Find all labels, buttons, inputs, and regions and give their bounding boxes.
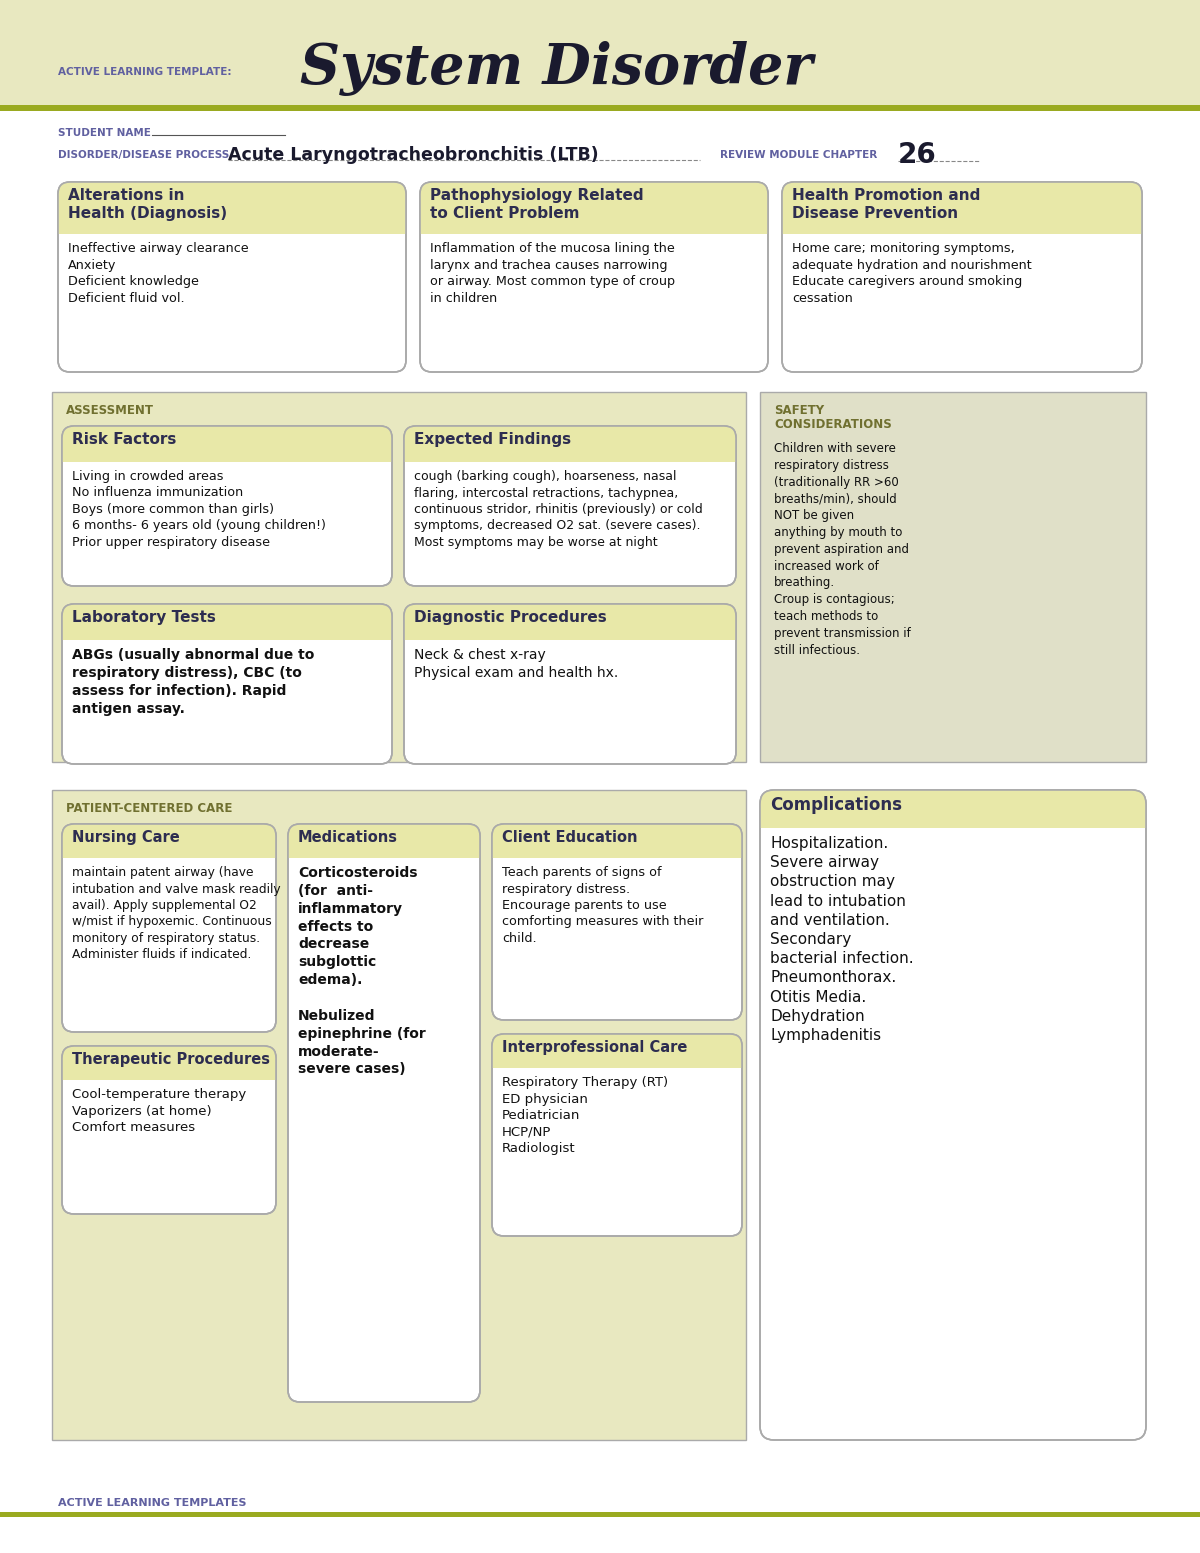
Text: Nursing Care: Nursing Care xyxy=(72,829,180,845)
Text: REVIEW MODULE CHAPTER: REVIEW MODULE CHAPTER xyxy=(720,151,877,160)
Text: Living in crowded areas
No influenza immunization
Boys (more common than girls)
: Living in crowded areas No influenza imm… xyxy=(72,471,326,550)
FancyBboxPatch shape xyxy=(404,426,736,461)
FancyBboxPatch shape xyxy=(62,426,392,585)
FancyBboxPatch shape xyxy=(288,825,480,857)
Bar xyxy=(52,391,746,763)
Bar xyxy=(62,623,392,640)
Bar xyxy=(62,1062,276,1079)
Text: ASSESSMENT: ASSESSMENT xyxy=(66,404,154,416)
Text: System Disorder: System Disorder xyxy=(300,40,812,95)
Text: Client Education: Client Education xyxy=(502,829,637,845)
FancyBboxPatch shape xyxy=(404,604,736,764)
Bar xyxy=(760,391,1146,763)
Text: cough (barking cough), hoarseness, nasal
flaring, intercostal retractions, tachy: cough (barking cough), hoarseness, nasal… xyxy=(414,471,703,550)
Text: Corticosteroids
(for  anti-
inflammatory
effects to
decrease
subglottic
edema).
: Corticosteroids (for anti- inflammatory … xyxy=(298,867,426,1076)
Text: Inflammation of the mucosa lining the
larynx and trachea causes narrowing
or air: Inflammation of the mucosa lining the la… xyxy=(430,242,676,304)
Bar xyxy=(288,842,480,857)
FancyBboxPatch shape xyxy=(492,1034,742,1068)
FancyBboxPatch shape xyxy=(62,604,392,640)
Text: Ineffective airway clearance
Anxiety
Deficient knowledge
Deficient fluid vol.: Ineffective airway clearance Anxiety Def… xyxy=(68,242,248,304)
FancyBboxPatch shape xyxy=(760,790,1146,828)
Text: 26: 26 xyxy=(898,141,937,169)
FancyBboxPatch shape xyxy=(760,790,1146,1440)
FancyBboxPatch shape xyxy=(492,1034,742,1236)
FancyBboxPatch shape xyxy=(62,1047,276,1079)
Bar xyxy=(404,623,736,640)
Bar xyxy=(404,444,736,461)
Text: DISORDER/DISEASE PROCESS: DISORDER/DISEASE PROCESS xyxy=(58,151,229,160)
Text: Teach parents of signs of
respiratory distress.
Encourage parents to use
comfort: Teach parents of signs of respiratory di… xyxy=(502,867,703,944)
Text: Cool-temperature therapy
Vaporizers (at home)
Comfort measures: Cool-temperature therapy Vaporizers (at … xyxy=(72,1089,246,1134)
Text: Complications: Complications xyxy=(770,797,902,814)
Bar xyxy=(760,809,1146,828)
FancyBboxPatch shape xyxy=(62,825,276,857)
FancyBboxPatch shape xyxy=(420,182,768,235)
FancyBboxPatch shape xyxy=(404,604,736,640)
Text: Acute Laryngotracheobronchitis (LTB): Acute Laryngotracheobronchitis (LTB) xyxy=(228,146,599,165)
Text: Therapeutic Procedures: Therapeutic Procedures xyxy=(72,1051,270,1067)
FancyBboxPatch shape xyxy=(492,825,742,857)
FancyBboxPatch shape xyxy=(62,604,392,764)
Bar xyxy=(492,842,742,857)
Text: Alterations in
Health (Diagnosis): Alterations in Health (Diagnosis) xyxy=(68,188,227,221)
Text: PATIENT-CENTERED CARE: PATIENT-CENTERED CARE xyxy=(66,801,233,814)
Text: ACTIVE LEARNING TEMPLATES: ACTIVE LEARNING TEMPLATES xyxy=(58,1499,246,1508)
Text: ABGs (usually abnormal due to
respiratory distress), CBC (to
assess for infectio: ABGs (usually abnormal due to respirator… xyxy=(72,648,314,716)
FancyBboxPatch shape xyxy=(62,426,392,461)
Text: Health Promotion and
Disease Prevention: Health Promotion and Disease Prevention xyxy=(792,188,980,221)
FancyBboxPatch shape xyxy=(62,1047,276,1214)
Text: Neck & chest x-ray
Physical exam and health hx.: Neck & chest x-ray Physical exam and hea… xyxy=(414,648,618,680)
Text: Home care; monitoring symptoms,
adequate hydration and nourishment
Educate careg: Home care; monitoring symptoms, adequate… xyxy=(792,242,1032,304)
FancyBboxPatch shape xyxy=(420,182,768,373)
FancyBboxPatch shape xyxy=(58,182,406,373)
Bar xyxy=(420,208,768,235)
Text: Risk Factors: Risk Factors xyxy=(72,432,176,447)
Bar xyxy=(62,444,392,461)
FancyBboxPatch shape xyxy=(58,182,406,235)
Text: Hospitalization.
Severe airway
obstruction may
lead to intubation
and ventilatio: Hospitalization. Severe airway obstructi… xyxy=(770,836,913,1044)
Text: CONSIDERATIONS: CONSIDERATIONS xyxy=(774,418,892,430)
Text: SAFETY: SAFETY xyxy=(774,404,824,416)
Text: Medications: Medications xyxy=(298,829,398,845)
Text: STUDENT NAME: STUDENT NAME xyxy=(58,127,151,138)
Bar xyxy=(492,1051,742,1068)
FancyBboxPatch shape xyxy=(404,426,736,585)
Text: Pathophysiology Related
to Client Problem: Pathophysiology Related to Client Proble… xyxy=(430,188,643,221)
Bar xyxy=(0,106,1200,110)
FancyBboxPatch shape xyxy=(782,182,1142,235)
Bar xyxy=(782,208,1142,235)
Bar xyxy=(62,842,276,857)
Text: Laboratory Tests: Laboratory Tests xyxy=(72,610,216,624)
Text: Interprofessional Care: Interprofessional Care xyxy=(502,1041,688,1054)
Bar xyxy=(0,0,1200,106)
FancyBboxPatch shape xyxy=(288,825,480,1402)
Bar xyxy=(52,790,746,1440)
FancyBboxPatch shape xyxy=(62,825,276,1033)
Bar xyxy=(58,208,406,235)
Text: ACTIVE LEARNING TEMPLATE:: ACTIVE LEARNING TEMPLATE: xyxy=(58,67,232,78)
Text: Diagnostic Procedures: Diagnostic Procedures xyxy=(414,610,607,624)
Text: Respiratory Therapy (RT)
ED physician
Pediatrician
HCP/NP
Radiologist: Respiratory Therapy (RT) ED physician Pe… xyxy=(502,1076,668,1155)
FancyBboxPatch shape xyxy=(782,182,1142,373)
Bar xyxy=(0,1513,1200,1517)
Text: Expected Findings: Expected Findings xyxy=(414,432,571,447)
Text: maintain patent airway (have
intubation and valve mask readily
avail). Apply sup: maintain patent airway (have intubation … xyxy=(72,867,281,961)
Text: Children with severe
respiratory distress
(traditionally RR >60
breaths/min), sh: Children with severe respiratory distres… xyxy=(774,443,911,657)
FancyBboxPatch shape xyxy=(492,825,742,1020)
